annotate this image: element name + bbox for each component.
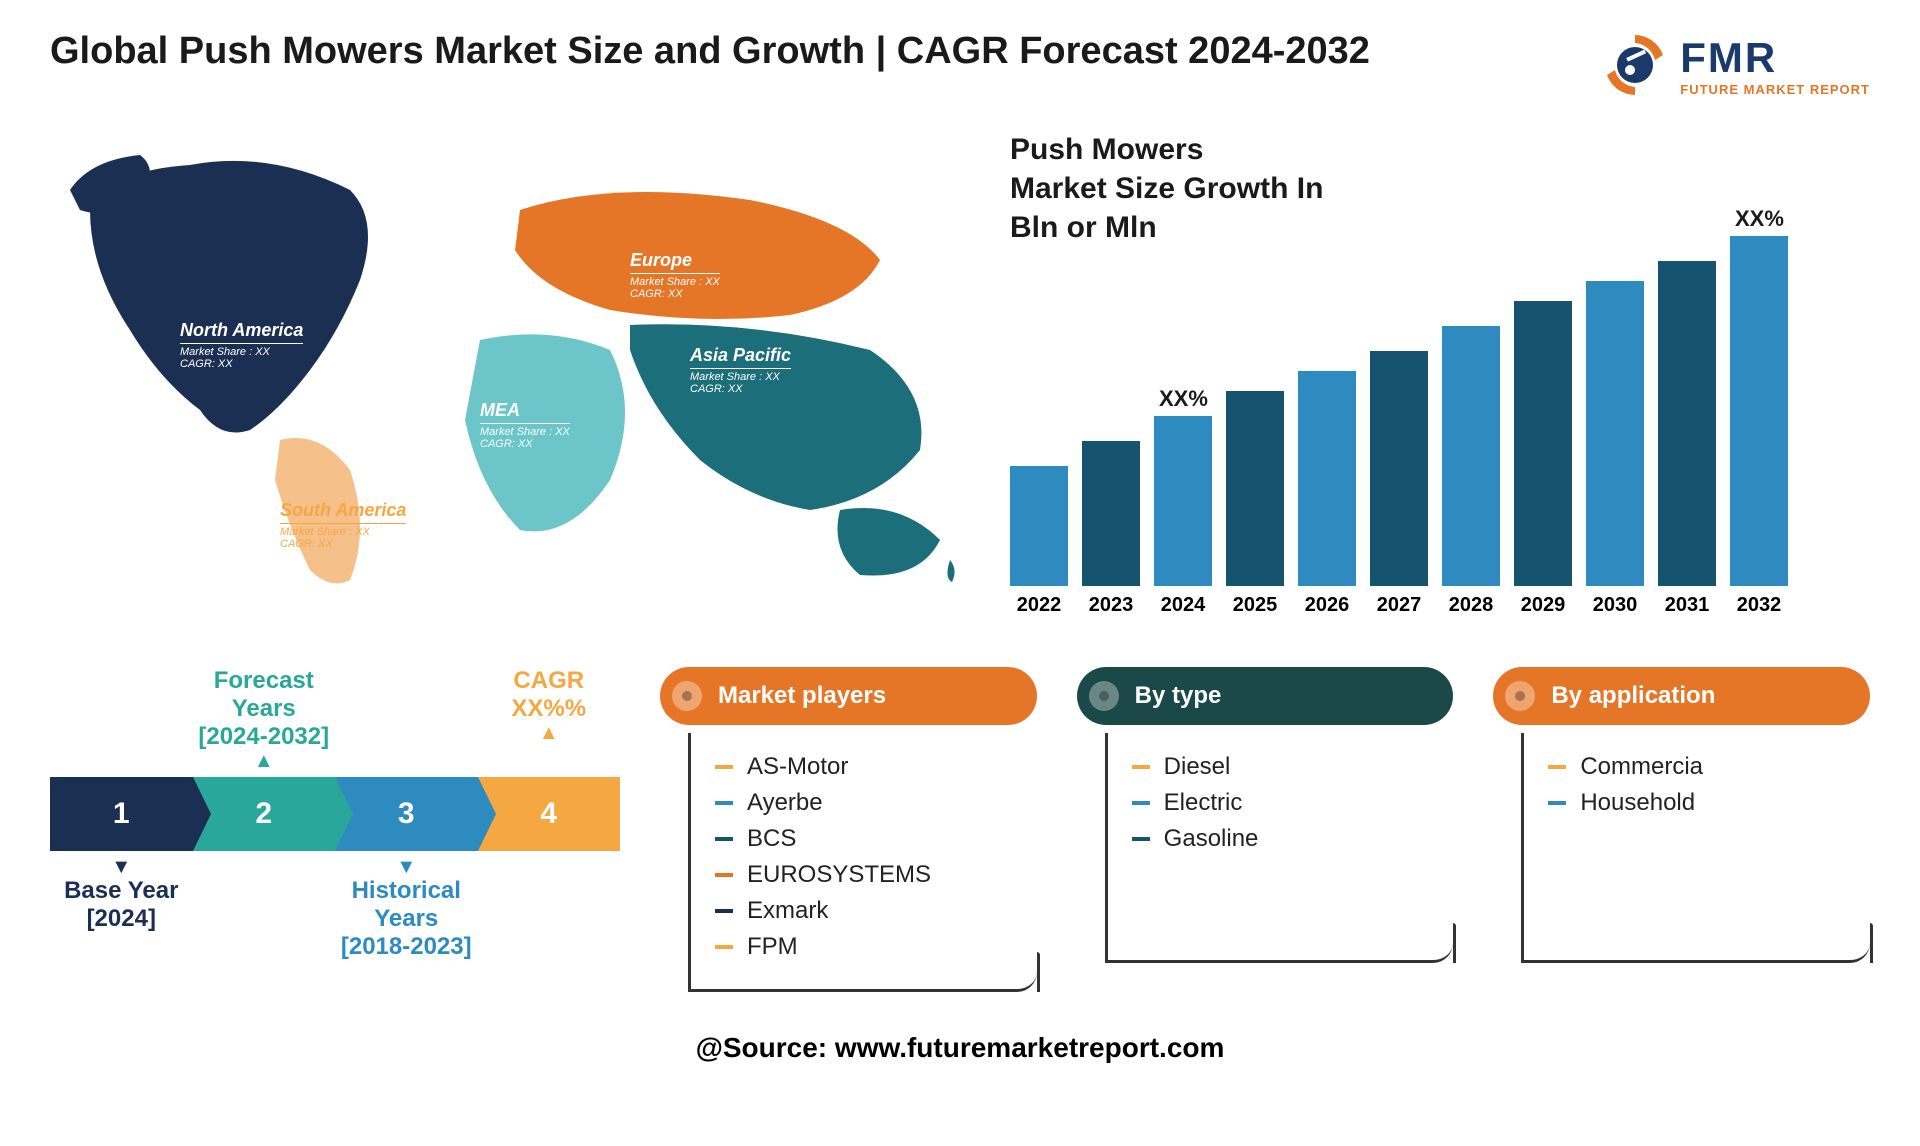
timeline-label: CAGRXX%%▲ <box>478 667 621 771</box>
pill-item: Commercia <box>1548 753 1860 781</box>
pill-item: Electric <box>1132 789 1444 817</box>
timeline-label: Forecast Years[2024-2032]▲ <box>193 667 336 771</box>
pill-by-type: By type Diesel Electric Gasoline <box>1077 667 1454 992</box>
page-title: Global Push Mowers Market Size and Growt… <box>50 30 1370 73</box>
region-label-north-america: North AmericaMarket Share : XXCAGR: XX <box>180 320 303 370</box>
pill-item: Gasoline <box>1132 825 1444 853</box>
region-label-south-america: South AmericaMarket Share : XXCAGR: XX <box>280 500 406 550</box>
region-label-mea: MEAMarket Share : XXCAGR: XX <box>480 400 570 450</box>
bar-2027: 2027 <box>1370 351 1428 617</box>
bar-2025: 2025 <box>1226 391 1284 617</box>
bar-2022: 2022 <box>1010 466 1068 617</box>
pill-item: Diesel <box>1132 753 1444 781</box>
timeline-seg-4: 4 <box>478 777 621 851</box>
bar-2032: 2032XX% <box>1730 236 1788 617</box>
pill-item: Ayerbe <box>715 789 1027 817</box>
bar-2024: 2024XX% <box>1154 416 1212 617</box>
fmr-logo: FMR FUTURE MARKET REPORT <box>1600 30 1870 100</box>
timeline-label: ▼Base Year[2024] <box>50 857 193 961</box>
timeline: Forecast Years[2024-2032]▲ CAGRXX%%▲ 123… <box>50 667 620 961</box>
bar-annotation: XX% <box>1735 206 1784 232</box>
timeline-seg-2: 2 <box>193 777 336 851</box>
region-label-asia-pacific: Asia PacificMarket Share : XXCAGR: XX <box>690 345 791 395</box>
pill-header: By application <box>1493 667 1870 725</box>
bar-2031: 2031 <box>1658 261 1716 617</box>
logo-sub-text: FUTURE MARKET REPORT <box>1680 82 1870 97</box>
pill-header: By type <box>1077 667 1454 725</box>
pill-by-application: By application Commercia Household <box>1493 667 1870 992</box>
source-attribution: @Source: www.futuremarketreport.com <box>50 1032 1870 1064</box>
bar-2023: 2023 <box>1082 441 1140 617</box>
pill-item: BCS <box>715 825 1027 853</box>
pill-item: FPM <box>715 933 1027 961</box>
bar-2029: 2029 <box>1514 301 1572 617</box>
bar-2028: 2028 <box>1442 326 1500 617</box>
timeline-seg-3: 3 <box>335 777 478 851</box>
world-map: North AmericaMarket Share : XXCAGR: XX So… <box>50 130 970 590</box>
pill-header: Market players <box>660 667 1037 725</box>
chart-title: Push MowersMarket Size Growth InBln or M… <box>1010 130 1430 247</box>
logo-main-text: FMR <box>1680 34 1870 82</box>
timeline-seg-1: 1 <box>50 777 193 851</box>
pill-item: EUROSYSTEMS <box>715 861 1027 889</box>
timeline-label: ▼Historical Years[2018-2023] <box>335 857 478 961</box>
bar-2030: 2030 <box>1586 281 1644 617</box>
bar-annotation: XX% <box>1159 386 1208 412</box>
region-label-europe: EuropeMarket Share : XXCAGR: XX <box>630 250 720 300</box>
pill-item: Exmark <box>715 897 1027 925</box>
pill-item: Household <box>1548 789 1860 817</box>
bar-chart: Push MowersMarket Size Growth InBln or M… <box>1010 130 1870 617</box>
bar-2026: 2026 <box>1298 371 1356 617</box>
pill-market-players: Market players AS-Motor Ayerbe BCS EUROSYSTE… <box>660 667 1037 992</box>
logo-icon <box>1600 30 1670 100</box>
pill-item: AS-Motor <box>715 753 1027 781</box>
